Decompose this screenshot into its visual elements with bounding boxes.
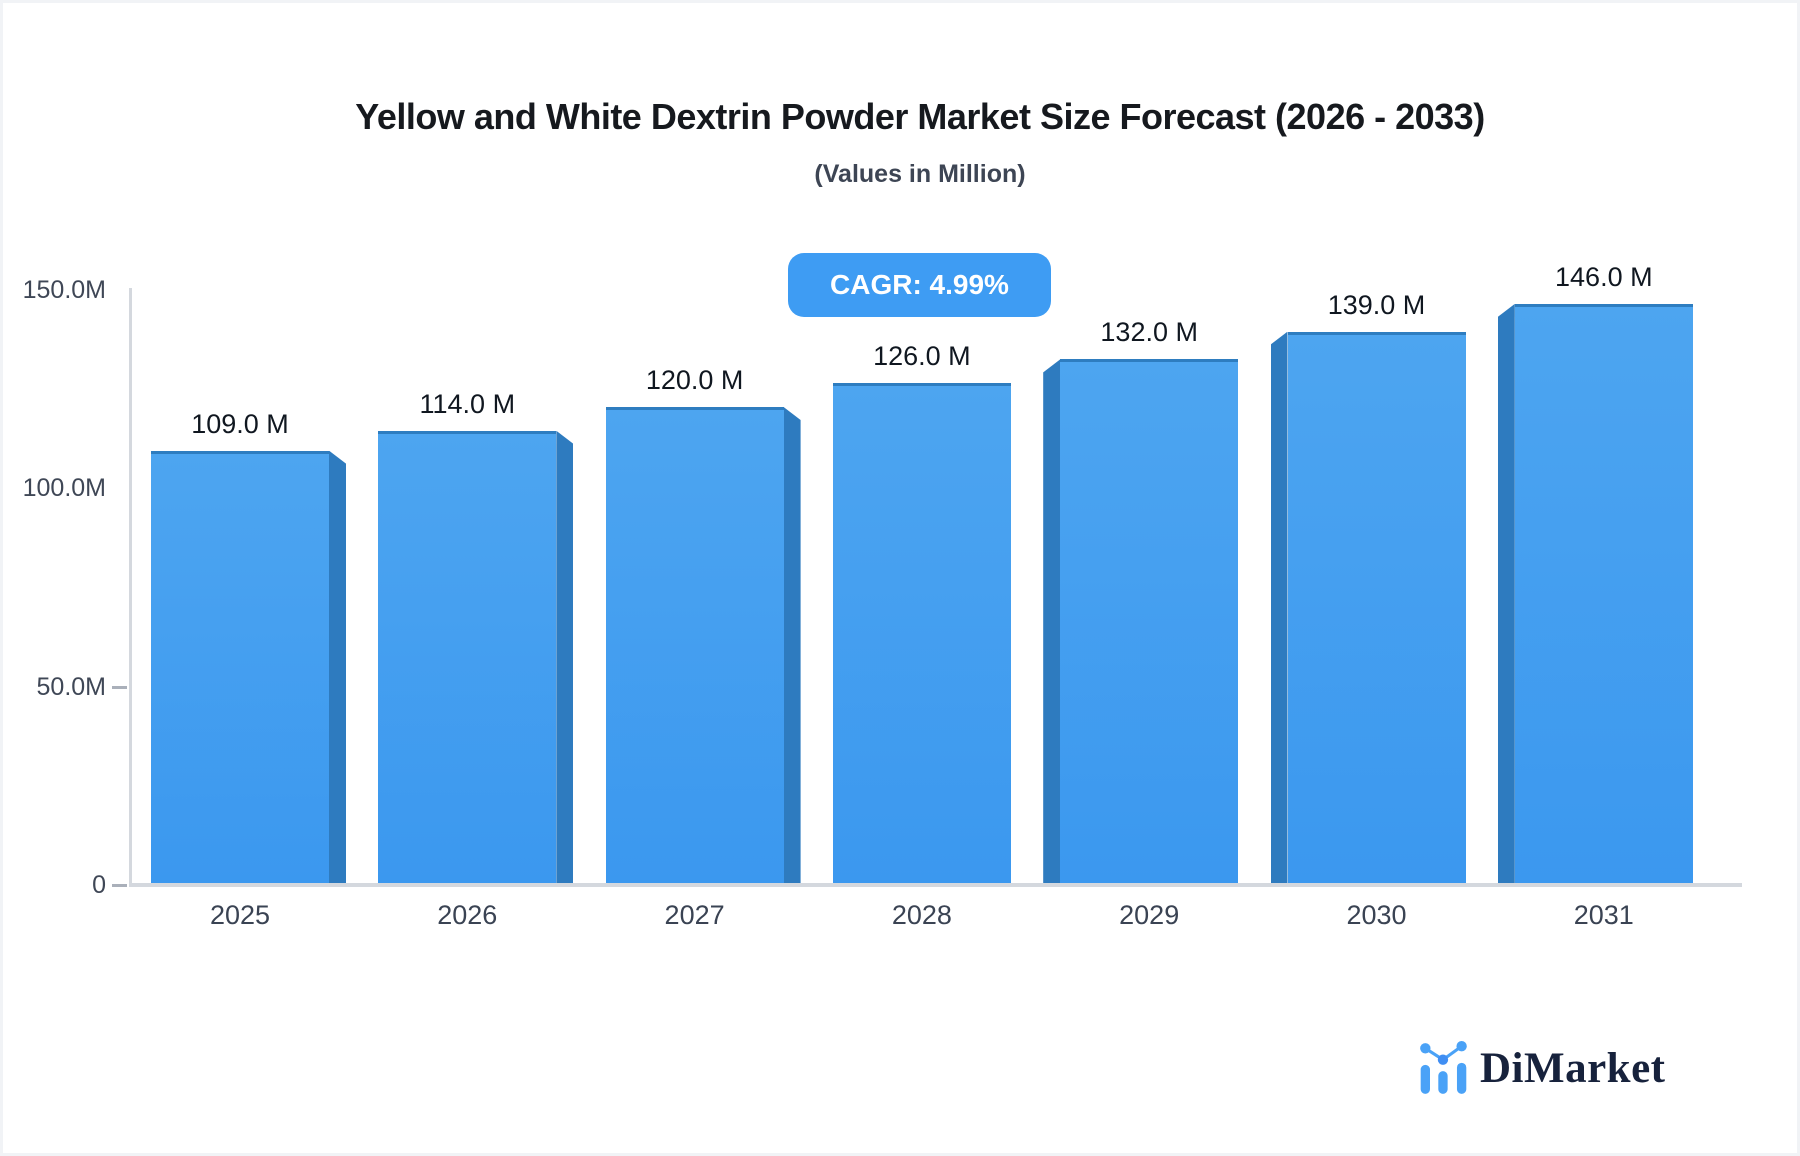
y-axis-tick-mark <box>112 685 127 689</box>
brand-logo: DiMarket <box>1418 1040 1666 1096</box>
bar-2025[interactable] <box>151 450 329 883</box>
bar-value-label: 109.0 M <box>191 408 289 439</box>
bar-3d-side-2025 <box>329 450 346 883</box>
bar-value-label: 114.0 M <box>419 388 516 419</box>
x-axis-tick-label: 2030 <box>1346 900 1407 930</box>
y-axis-tick-label: 50.0M <box>36 672 106 701</box>
bar-value-label: 146.0 M <box>1555 261 1653 292</box>
x-axis-tick-label: 2026 <box>437 900 498 930</box>
bar-2028[interactable] <box>832 383 1011 883</box>
mini-bar-line-chart-icon <box>1420 1041 1467 1094</box>
chart-title: Yellow and White Dextrin Powder Market S… <box>355 96 1485 137</box>
bar-3d-side-2026 <box>556 430 574 883</box>
x-axis-tick-label: 2031 <box>1573 900 1634 930</box>
bar-value-label: 139.0 M <box>1327 289 1426 320</box>
y-axis-tick-label: 100.0M <box>22 474 106 503</box>
y-axis-tick-label: 0 <box>92 871 106 899</box>
bar-2030[interactable] <box>1287 331 1466 883</box>
bar-value-label: 120.0 M <box>645 365 744 395</box>
bar-2031[interactable] <box>1514 303 1693 883</box>
bar-2027[interactable] <box>605 407 784 883</box>
x-axis-line <box>129 883 1742 887</box>
bar-2026[interactable] <box>378 430 557 883</box>
cagr-badge: CAGR: 4.99% <box>788 253 1051 317</box>
bar-3d-side-2031 <box>1497 303 1515 883</box>
x-axis-tick-label: 2025 <box>209 900 271 930</box>
bar-3d-side-2027 <box>783 407 801 883</box>
bar-3d-side-2030 <box>1270 331 1288 883</box>
x-axis-tick-label: 2027 <box>664 900 725 930</box>
x-axis-tick-label: 2029 <box>1119 900 1180 930</box>
chart-subtitle: (Values in Million) <box>814 160 1026 188</box>
y-axis-line <box>129 288 132 885</box>
brand-logo-text: DiMarket <box>1480 1044 1666 1092</box>
x-axis-tick-label: 2028 <box>891 900 952 930</box>
bar-value-label: 132.0 M <box>1100 317 1198 348</box>
y-axis-tick-mark <box>112 884 127 887</box>
y-axis-tick-label: 150.0M <box>22 276 106 304</box>
bar-value-label: 126.0 M <box>873 341 971 372</box>
bar-3d-side-2029 <box>1043 359 1061 883</box>
bar-2029[interactable] <box>1060 359 1239 883</box>
